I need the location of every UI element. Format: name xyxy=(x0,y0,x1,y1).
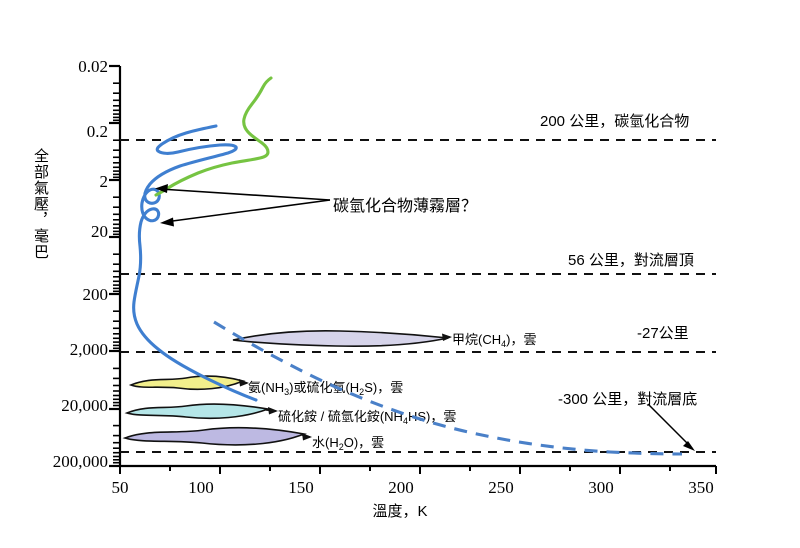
troposphere-base-leader-arrowhead xyxy=(683,441,695,451)
annotation-tropopause-level: 56 公里，對流層頂 xyxy=(568,252,694,269)
y-axis-minor-ticks xyxy=(113,82,120,464)
x-axis-title: 溫度，K xyxy=(372,503,428,520)
cloud-label-water: 水(H2O)，雲 xyxy=(312,432,385,452)
cloud-label-ammonia: 氨(NH3)或硫化氫(H2S)，雲 xyxy=(248,377,404,397)
annotation-haze-layer: 碳氫化合物薄霧層？ xyxy=(333,198,478,215)
y-axis-title: 全部氣壓，毫巴 xyxy=(32,148,49,260)
cloud-label-methane: 甲烷(CH4)，雲 xyxy=(452,329,537,349)
y-tick-label: 0.2 xyxy=(86,122,108,141)
leader-arrowhead-nh4hs xyxy=(268,407,278,415)
cloud-label-methane-tail: )，雲 xyxy=(506,332,537,347)
y-tick-label: 200,000 xyxy=(52,452,108,471)
series-line-main-profile xyxy=(132,124,258,402)
haze-arrowhead-upper xyxy=(155,184,168,193)
series-line-secondary-profile xyxy=(154,76,273,197)
cloud-layer-ammonium-hydrosulfide xyxy=(124,403,272,420)
y-tick-label: 2 xyxy=(99,172,109,191)
cloud-label-water-subscript: 2 xyxy=(338,442,344,452)
annotation-hydrocarbon-level: 200 公里，碳氫化合物 xyxy=(540,113,690,130)
cloud-label-ammonia-text-c: S)，雲 xyxy=(364,380,404,395)
cloud-layer-methane xyxy=(232,330,449,347)
x-tick-label: 250 xyxy=(488,478,514,497)
y-axis-major-ticks xyxy=(109,64,120,468)
haze-arrow-upper-line xyxy=(159,188,331,201)
troposphere-base-arrowhead xyxy=(683,441,695,451)
y-tick-label: 200 xyxy=(82,285,109,304)
haze-arrowhead-lower xyxy=(160,217,174,227)
y-tick-label: 20 xyxy=(91,222,108,241)
cloud-label-methane-subscript: 4 xyxy=(501,339,507,349)
x-axis-ticks xyxy=(119,466,717,474)
y-tick-label: 20,000 xyxy=(61,396,108,415)
cloud-label-ammonia-text-a: 氨(NH xyxy=(248,380,285,395)
y-tick-label: 2,000 xyxy=(69,340,108,359)
cloud-label-water-tail: O)，雲 xyxy=(343,435,385,450)
y-tick-label: 0.02 xyxy=(78,57,108,76)
cloud-leader-arrowheads xyxy=(239,333,452,441)
leader-arrowhead-methane xyxy=(442,333,452,341)
x-tick-label: 350 xyxy=(688,478,714,497)
haze-arrow-lower-line xyxy=(164,199,331,223)
x-tick-label: 300 xyxy=(588,478,614,497)
x-tick-label: 100 xyxy=(188,478,214,497)
series-line-troposphere-extrapolation xyxy=(213,320,683,456)
x-tick-label: 50 xyxy=(111,478,129,497)
cloud-label-ammonia-subscript-b: 2 xyxy=(359,387,365,397)
troposphere-base-leader-line xyxy=(647,403,693,449)
annotation-minus27km-level: -27公里 xyxy=(637,325,689,342)
haze-arrow-heads xyxy=(155,184,174,227)
leader-arrowhead-water xyxy=(302,433,312,441)
annotation-troposphere-base-level: -300 公里，對流層底 xyxy=(558,391,698,408)
cloud-label-ammonia-text-b: )或硫化氫(H xyxy=(289,380,360,395)
cloud-label-water-text: 水(H xyxy=(312,435,339,450)
cloud-label-methane-text: 甲烷(CH xyxy=(452,332,502,347)
x-tick-label: 150 xyxy=(288,478,314,497)
cloud-label-nh4hs-subscript: 4 xyxy=(402,416,408,426)
leader-arrowhead-ammonia xyxy=(239,379,249,387)
cloud-layer-water xyxy=(122,426,307,446)
cloud-label-nh4hs-text-a: 硫化銨 / 硫氫化銨(NH xyxy=(278,409,403,424)
x-tick-label: 200 xyxy=(388,478,414,497)
troposphere-base-leader xyxy=(647,403,693,449)
cloud-label-ammonia-subscript-a: 3 xyxy=(284,387,290,397)
haze-annotation-arrows xyxy=(159,188,331,223)
